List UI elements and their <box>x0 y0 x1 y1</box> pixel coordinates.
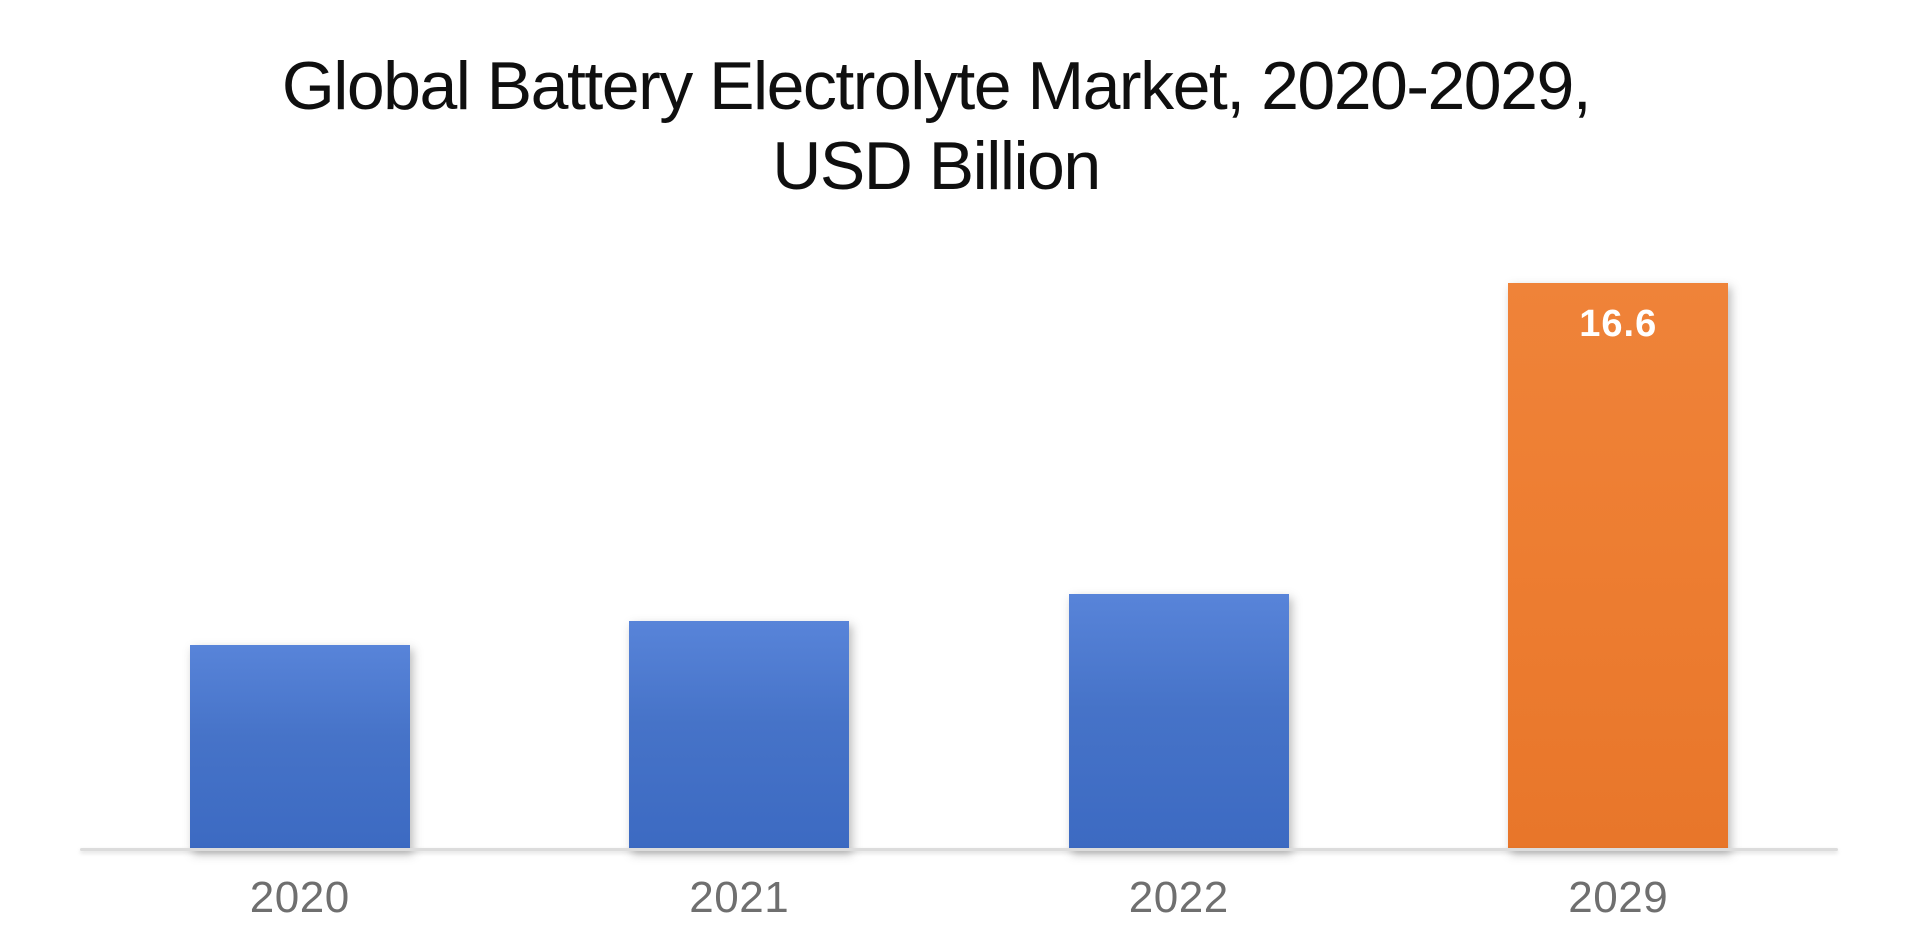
chart-title: Global Battery Electrolyte Market, 2020-… <box>0 46 1872 206</box>
x-axis-label-2029: 2029 <box>1568 873 1669 922</box>
chart-title-line-2: USD Billion <box>772 128 1101 204</box>
x-axis-label-2022: 2022 <box>1128 873 1229 922</box>
chart-title-line-1: Global Battery Electrolyte Market, 2020-… <box>281 48 1592 124</box>
x-axis-label-2021: 2021 <box>689 873 790 922</box>
bars-row: 16.6 <box>80 283 1838 850</box>
bar-value-label-2029: 16.6 <box>1579 303 1658 345</box>
bar-2029: 16.6 <box>1508 283 1729 850</box>
x-axis-label-2020: 2020 <box>249 873 350 922</box>
x-axis-labels: 2020 2021 2022 2029 <box>80 876 1838 920</box>
x-axis-line <box>80 848 1838 851</box>
bar-2020 <box>189 645 410 850</box>
bar-2022 <box>1068 594 1289 850</box>
bar-2021 <box>629 621 850 850</box>
